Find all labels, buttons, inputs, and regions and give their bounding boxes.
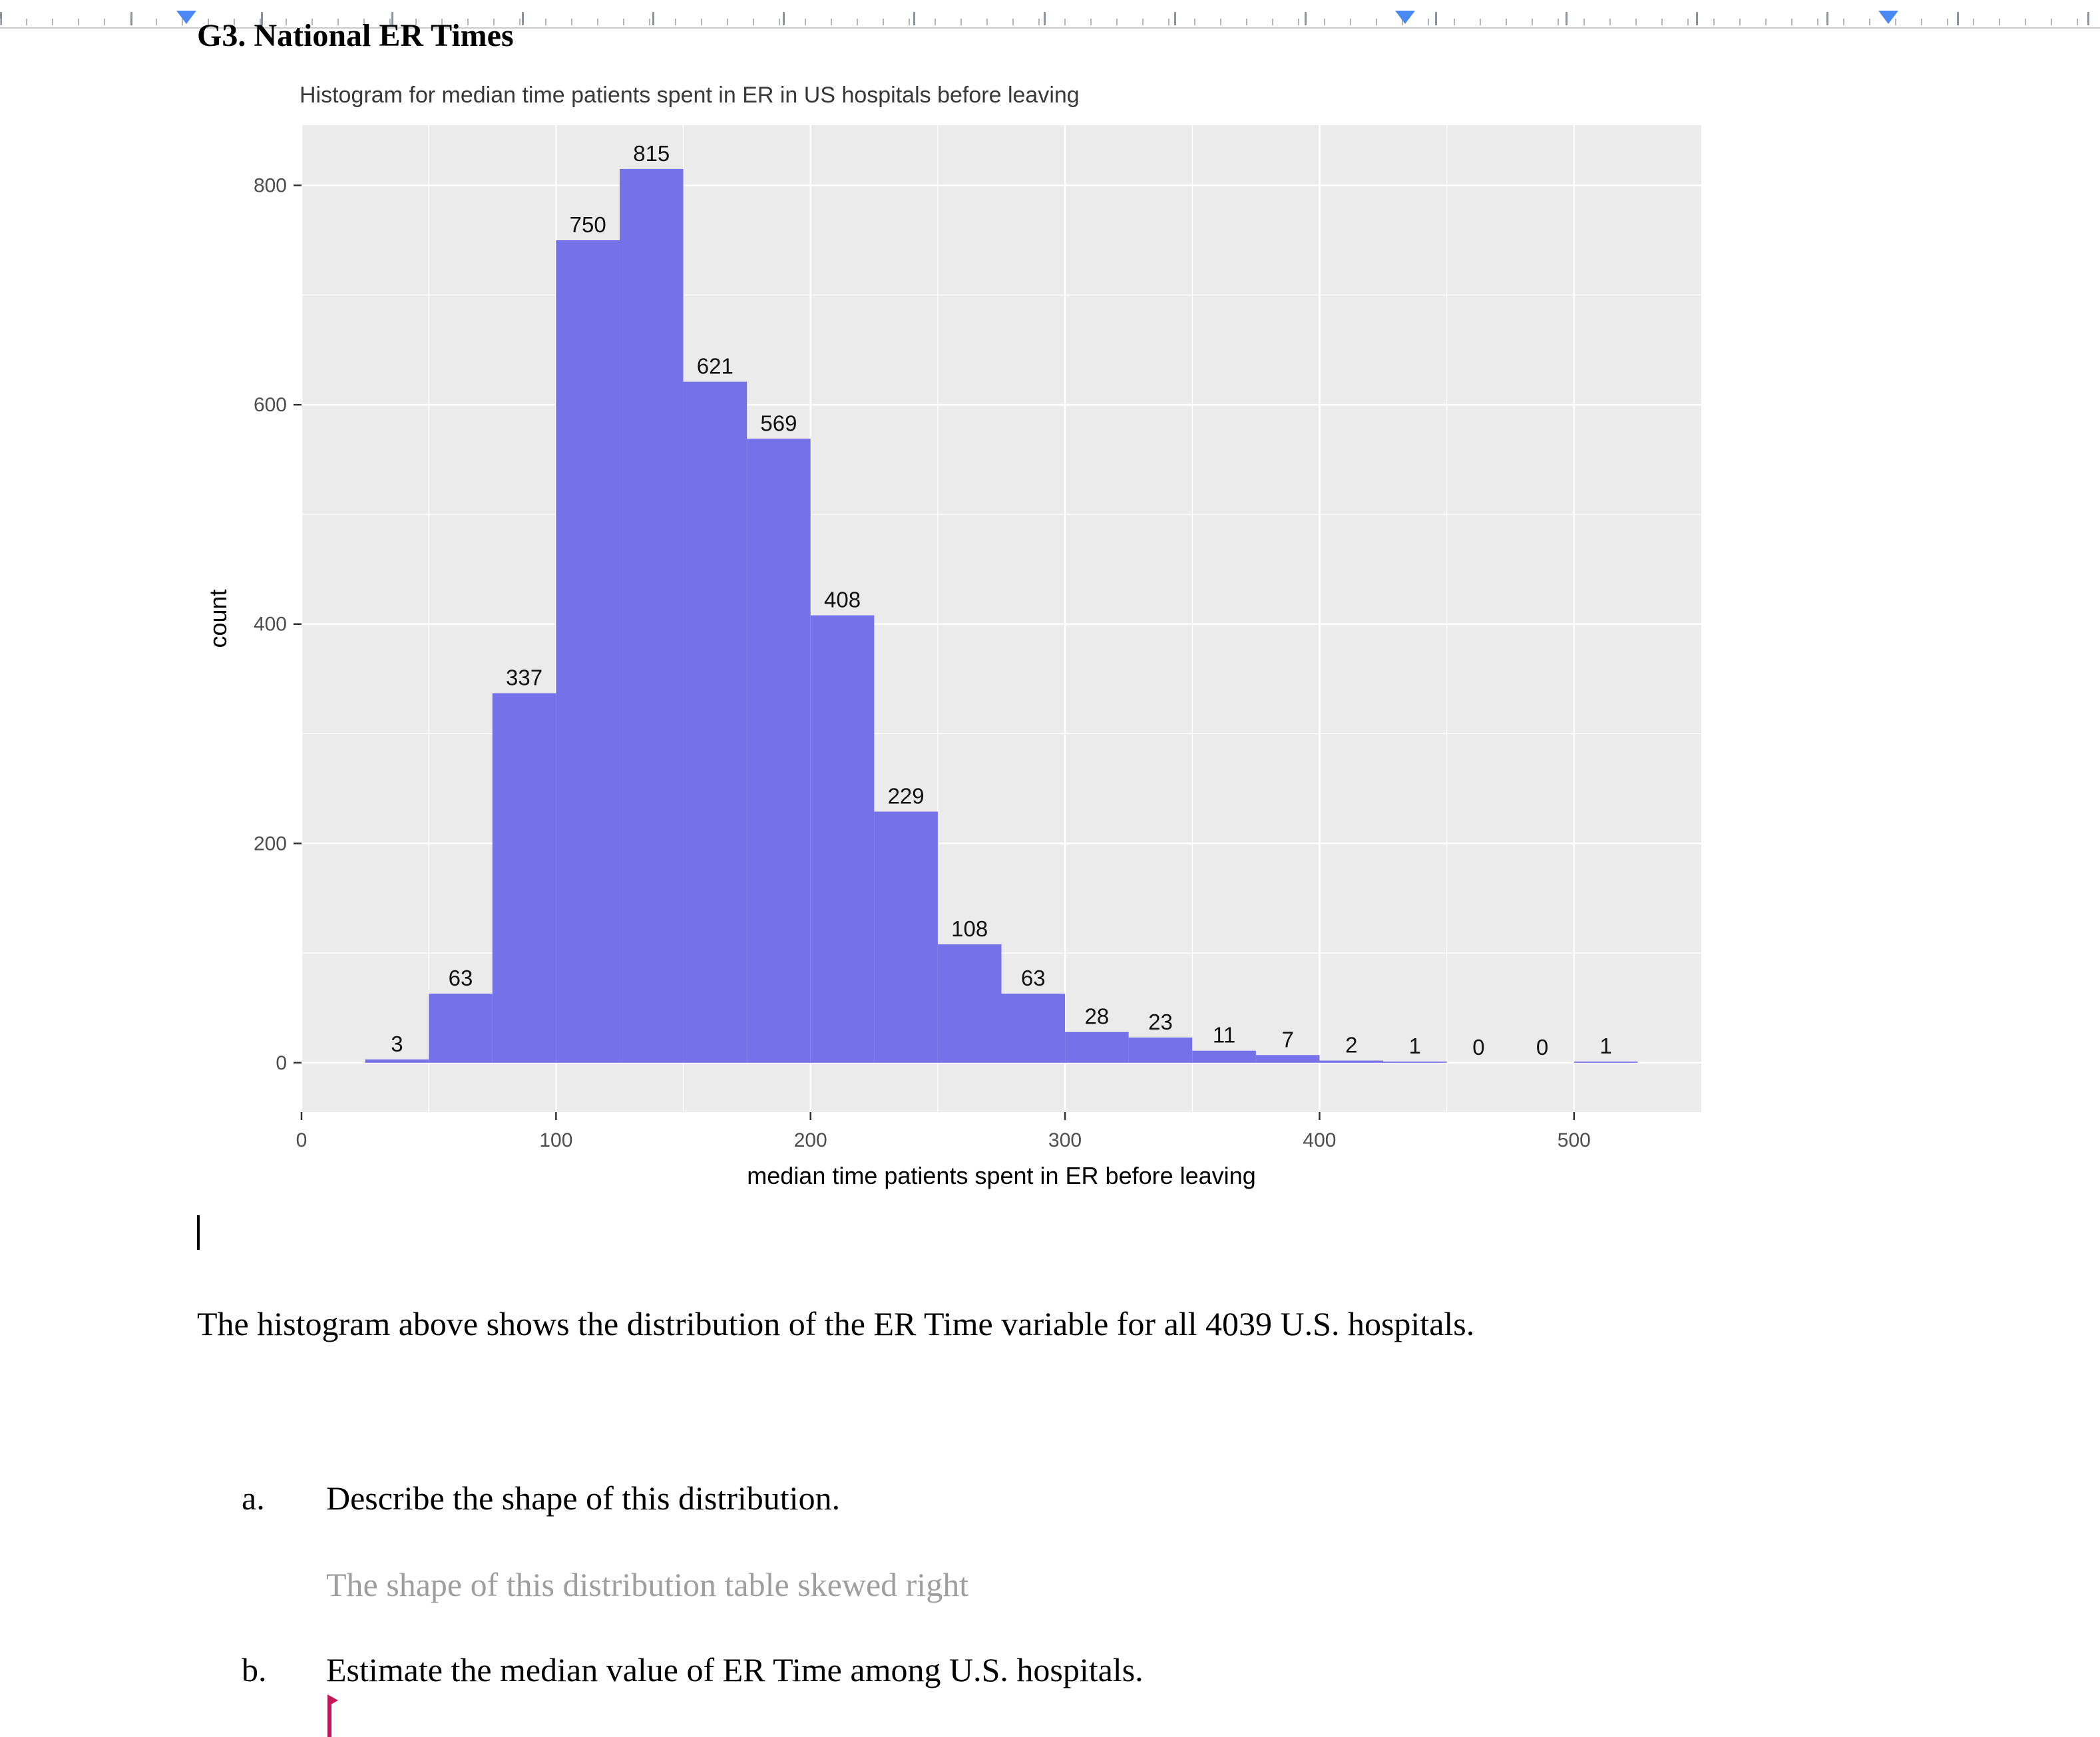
svg-text:600: 600 bbox=[254, 394, 287, 416]
svg-text:28: 28 bbox=[1085, 1004, 1110, 1029]
svg-text:63: 63 bbox=[1021, 966, 1046, 990]
svg-text:0: 0 bbox=[1472, 1035, 1484, 1060]
svg-text:300: 300 bbox=[1048, 1129, 1082, 1151]
indent-marker-left-icon[interactable] bbox=[176, 11, 196, 24]
svg-text:0: 0 bbox=[296, 1129, 308, 1151]
svg-text:400: 400 bbox=[1303, 1129, 1336, 1151]
svg-text:200: 200 bbox=[254, 833, 287, 855]
svg-text:408: 408 bbox=[824, 588, 861, 612]
svg-text:200: 200 bbox=[794, 1129, 827, 1151]
page-title[interactable]: G3. National ER Times bbox=[197, 18, 514, 53]
svg-text:1: 1 bbox=[1409, 1034, 1421, 1058]
question-b-text[interactable]: Estimate the median value of ER Time amo… bbox=[326, 1651, 1144, 1688]
svg-text:7: 7 bbox=[1281, 1027, 1293, 1052]
svg-text:750: 750 bbox=[570, 212, 606, 237]
ruler-ticks bbox=[0, 11, 2100, 25]
svg-text:815: 815 bbox=[633, 141, 670, 166]
question-a-text[interactable]: Describe the shape of this distribution. bbox=[326, 1479, 841, 1517]
svg-text:569: 569 bbox=[760, 411, 797, 435]
list-item-b[interactable]: b. Estimate the median value of ER Time … bbox=[0, 1650, 2100, 1697]
svg-text:23: 23 bbox=[1148, 1010, 1173, 1034]
svg-text:0: 0 bbox=[276, 1052, 287, 1074]
list-marker-a: a. bbox=[242, 1479, 265, 1517]
svg-text:500: 500 bbox=[1558, 1129, 1591, 1151]
svg-text:count: count bbox=[204, 589, 232, 648]
list-marker-b: b. bbox=[242, 1651, 267, 1688]
text-cursor bbox=[197, 1215, 200, 1250]
svg-text:337: 337 bbox=[506, 666, 542, 690]
svg-text:1: 1 bbox=[1599, 1034, 1611, 1058]
svg-text:Histogram for median time pati: Histogram for median time patients spent… bbox=[300, 83, 1080, 108]
svg-text:229: 229 bbox=[888, 784, 925, 809]
svg-text:621: 621 bbox=[697, 354, 734, 379]
svg-text:3: 3 bbox=[391, 1032, 403, 1056]
embedded-chart-image[interactable]: 3 63 337 750 815 621 569 408 229 108 63 28 23 11 7 2 1 0 0… bbox=[200, 72, 1751, 1203]
svg-text:800: 800 bbox=[254, 175, 287, 197]
indent-marker-center-icon[interactable] bbox=[1395, 11, 1415, 24]
svg-text:11: 11 bbox=[1213, 1023, 1235, 1048]
list-item-a[interactable]: a. Describe the shape of this distributi… bbox=[0, 1479, 2100, 1525]
svg-text:108: 108 bbox=[951, 916, 988, 941]
ruler[interactable] bbox=[0, 0, 2100, 29]
svg-text:400: 400 bbox=[254, 614, 287, 636]
svg-text:100: 100 bbox=[539, 1129, 572, 1151]
body-paragraph[interactable]: The histogram above shows the distributi… bbox=[197, 1305, 1475, 1342]
collaborator-cursor bbox=[327, 1698, 331, 1737]
answer-a-text[interactable]: The shape of this distribution table ske… bbox=[326, 1566, 969, 1603]
indent-marker-right-icon[interactable] bbox=[1878, 11, 1898, 24]
svg-text:2: 2 bbox=[1345, 1033, 1357, 1058]
svg-text:0: 0 bbox=[1536, 1035, 1548, 1060]
svg-text:median time patients spent in: median time patients spent in ER before … bbox=[747, 1162, 1255, 1189]
svg-text:63: 63 bbox=[449, 966, 473, 990]
